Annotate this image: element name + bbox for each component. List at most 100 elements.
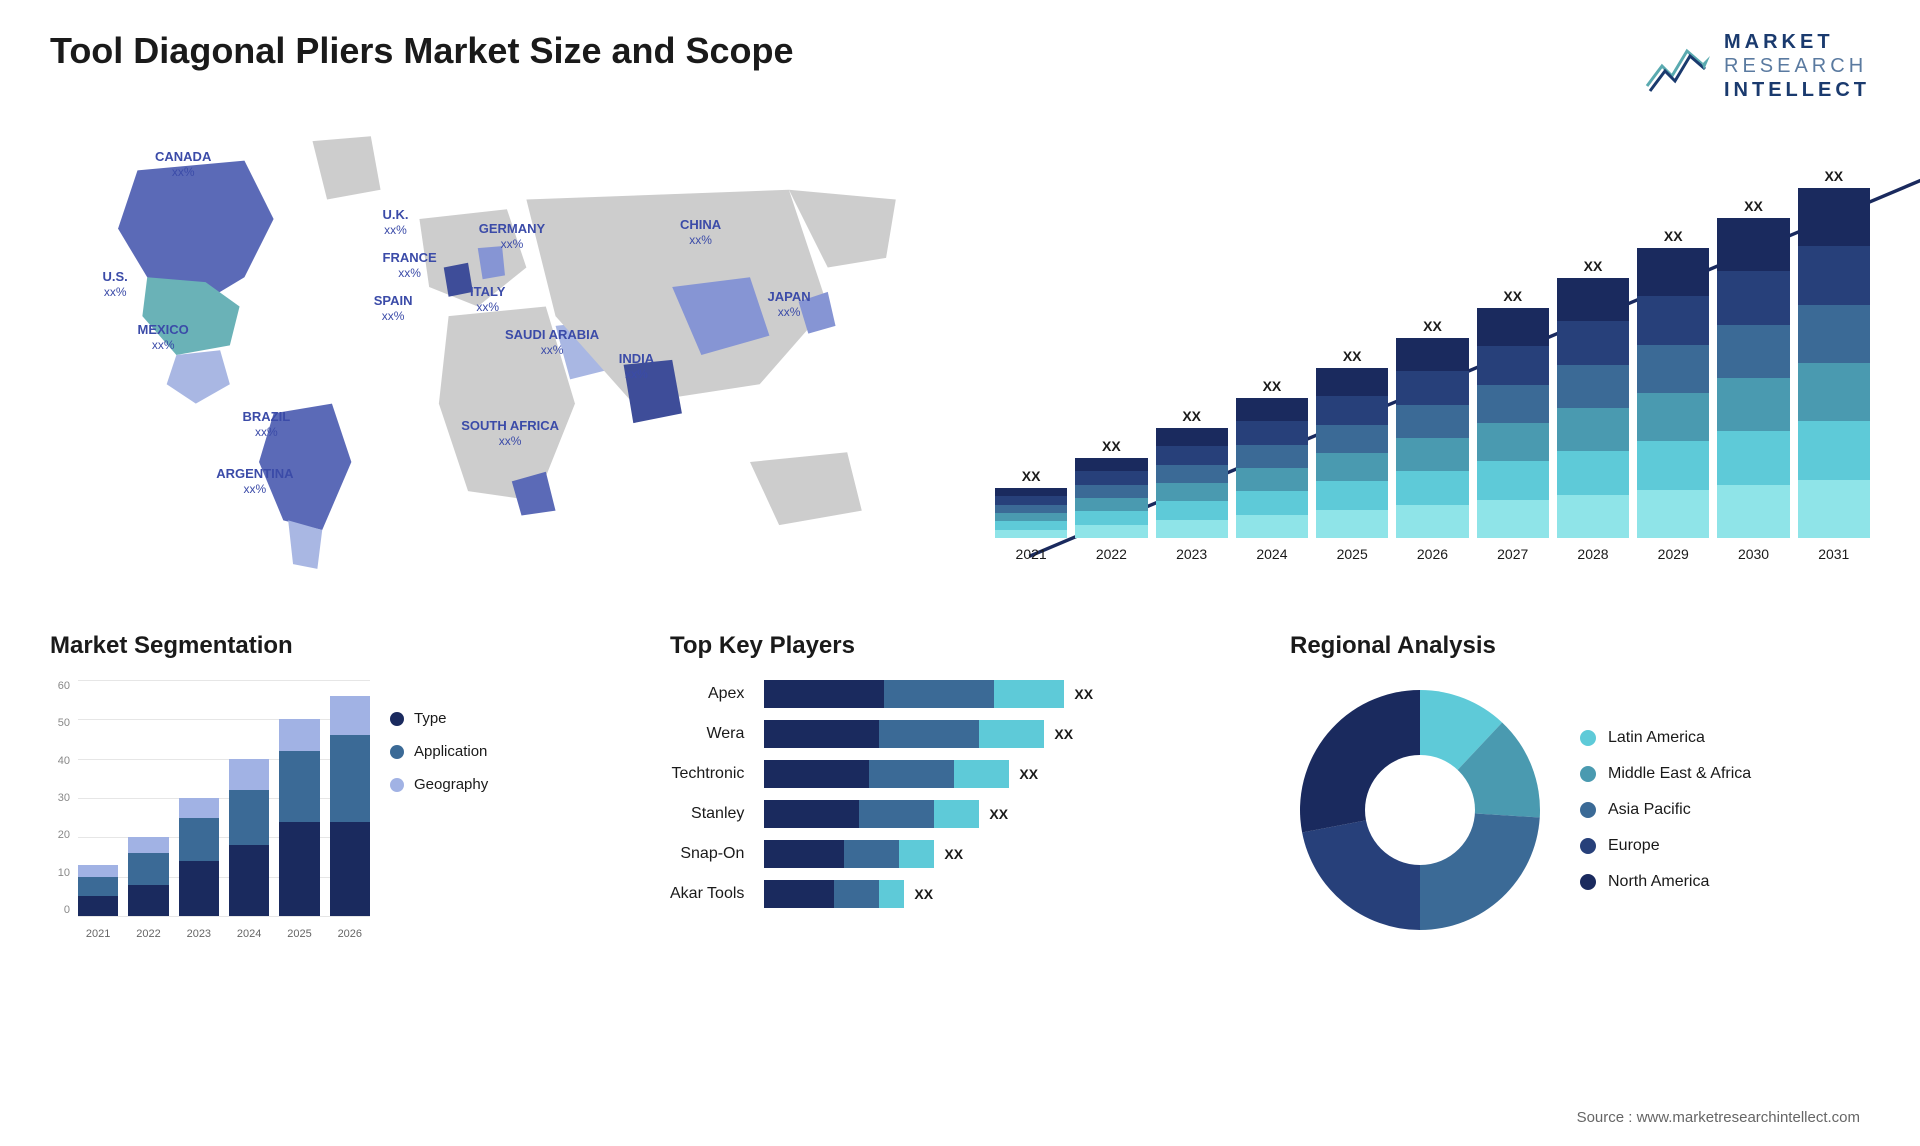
growth-year-label: 2027 bbox=[1497, 546, 1528, 562]
seg-bar bbox=[128, 837, 168, 916]
growth-bar: XX2026 bbox=[1396, 318, 1468, 562]
growth-value: XX bbox=[1022, 468, 1041, 484]
logo: MARKET RESEARCH INTELLECT bbox=[1642, 30, 1870, 102]
segmentation-chart: 6050403020100 202120222023202420252026 bbox=[50, 680, 370, 940]
growth-year-label: 2022 bbox=[1096, 546, 1127, 562]
growth-bar: XX 2024 bbox=[1236, 378, 1308, 562]
kp-label: Wera bbox=[670, 720, 744, 748]
map-label: SOUTH AFRICAxx% bbox=[461, 419, 559, 449]
growth-year-label: 2025 bbox=[1337, 546, 1368, 562]
logo-l2: RESEARCH bbox=[1724, 54, 1870, 78]
key-players-title: Top Key Players bbox=[670, 632, 1250, 660]
donut-legend-item: Europe bbox=[1580, 837, 1751, 855]
growth-value: XX bbox=[1343, 348, 1362, 364]
growth-year-label: 2021 bbox=[1016, 546, 1047, 562]
kp-value: XX bbox=[944, 846, 963, 862]
growth-year-label: 2024 bbox=[1256, 546, 1287, 562]
regional-legend: Latin America Middle East & Africa Asia Pa… bbox=[1580, 729, 1751, 891]
map-label: INDIAxx% bbox=[619, 352, 654, 382]
kp-label: Techtronic bbox=[670, 760, 744, 788]
growth-value: XX bbox=[1102, 438, 1121, 454]
map-label: U.K.xx% bbox=[383, 208, 409, 238]
growth-year-label: 2029 bbox=[1658, 546, 1689, 562]
kp-bar-row: XX bbox=[764, 720, 1250, 748]
map-label: CANADAxx% bbox=[155, 150, 211, 180]
growth-value: XX bbox=[1263, 378, 1282, 394]
growth-year-label: 2031 bbox=[1818, 546, 1849, 562]
map-label: ARGENTINAxx% bbox=[216, 467, 293, 497]
seg-legend-item: Geography bbox=[390, 776, 488, 793]
market-map: CANADAxx% U.S.xx% MEXICOxx% BRAZILxx% ARGENT… bbox=[50, 112, 925, 592]
seg-xlabel: 2023 bbox=[179, 928, 219, 940]
kp-value: XX bbox=[989, 806, 1008, 822]
map-label: FRANCExx% bbox=[383, 251, 437, 281]
seg-ytick: 40 bbox=[50, 755, 74, 767]
map-label: CHINAxx% bbox=[680, 218, 721, 248]
seg-ytick: 50 bbox=[50, 717, 74, 729]
seg-ytick: 30 bbox=[50, 792, 74, 804]
map-label: BRAZILxx% bbox=[243, 410, 291, 440]
seg-xlabel: 2021 bbox=[78, 928, 118, 940]
kp-bar-row: XX bbox=[764, 760, 1250, 788]
seg-bar bbox=[229, 759, 269, 916]
growth-year-label: 2023 bbox=[1176, 546, 1207, 562]
regional-panel: Regional Analysis Latin AmericaMiddle Ea… bbox=[1290, 632, 1870, 940]
seg-legend-item: Type bbox=[390, 710, 488, 727]
kp-value: XX bbox=[1074, 686, 1093, 702]
donut-legend-item: North America bbox=[1580, 873, 1751, 891]
growth-year-label: 2030 bbox=[1738, 546, 1769, 562]
kp-label: Snap-On bbox=[670, 840, 744, 868]
segmentation-legend: Type Application Geography bbox=[390, 680, 488, 940]
kp-bar-row: XX bbox=[764, 800, 1250, 828]
growth-value: XX bbox=[1824, 168, 1843, 184]
growth-bar: XX 2023 bbox=[1156, 408, 1228, 562]
page-title: Tool Diagonal Pliers Market Size and Sco… bbox=[50, 30, 794, 72]
growth-bar: XX 2021 bbox=[995, 468, 1067, 562]
seg-legend-item: Application bbox=[390, 743, 488, 760]
segmentation-panel: Market Segmentation 6050403020100 202120… bbox=[50, 632, 630, 940]
map-label: SAUDI ARABIAxx% bbox=[505, 328, 599, 358]
growth-value: XX bbox=[1503, 288, 1522, 304]
logo-l1: MARKET bbox=[1724, 30, 1870, 54]
segmentation-title: Market Segmentation bbox=[50, 632, 630, 660]
growth-bar: XX 2027 bbox=[1477, 288, 1549, 562]
seg-xlabel: 2026 bbox=[330, 928, 370, 940]
map-label: MEXICOxx% bbox=[138, 323, 189, 353]
key-players-labels: Apex Wera Techtronic Stanley Snap-On Akar Too… bbox=[670, 680, 744, 908]
kp-label: Stanley bbox=[670, 800, 744, 828]
kp-label: Apex bbox=[670, 680, 744, 708]
donut-legend-item: Middle East & Africa bbox=[1580, 765, 1751, 783]
seg-bar bbox=[179, 798, 219, 916]
regional-donut bbox=[1290, 680, 1550, 940]
map-label: U.S.xx% bbox=[103, 270, 128, 300]
logo-icon bbox=[1642, 36, 1712, 96]
kp-value: XX bbox=[914, 886, 933, 902]
seg-ytick: 10 bbox=[50, 867, 74, 879]
seg-xlabel: 2024 bbox=[229, 928, 269, 940]
seg-xlabel: 2022 bbox=[128, 928, 168, 940]
donut-legend-item: Latin America bbox=[1580, 729, 1751, 747]
growth-bar: XX 2022 bbox=[1075, 438, 1147, 562]
seg-xlabel: 2025 bbox=[279, 928, 319, 940]
growth-value: XX bbox=[1182, 408, 1201, 424]
growth-bar: XX 2029 bbox=[1637, 228, 1709, 562]
growth-bar: XX 2030 bbox=[1717, 198, 1789, 562]
donut-legend-item: Asia Pacific bbox=[1580, 801, 1751, 819]
map-label: GERMANYxx% bbox=[479, 222, 545, 252]
growth-value: XX bbox=[1744, 198, 1763, 214]
kp-bar-row: XX bbox=[764, 880, 1250, 908]
growth-bar: XX2028 bbox=[1557, 258, 1629, 562]
seg-bar bbox=[279, 719, 319, 916]
growth-year-label: 2028 bbox=[1577, 546, 1608, 562]
seg-ytick: 0 bbox=[50, 904, 74, 916]
kp-value: XX bbox=[1019, 766, 1038, 782]
source-text: Source : www.marketresearchintellect.com bbox=[1577, 1109, 1860, 1126]
growth-bar: XX 2031 bbox=[1798, 168, 1870, 562]
seg-ytick: 20 bbox=[50, 829, 74, 841]
growth-value: XX bbox=[1664, 228, 1683, 244]
growth-year-label: 2026 bbox=[1417, 546, 1448, 562]
kp-label: Akar Tools bbox=[670, 880, 744, 908]
key-players-panel: Top Key Players Apex Wera Techtronic Stanle… bbox=[670, 632, 1250, 940]
seg-bar bbox=[330, 696, 370, 916]
growth-chart: XX2021XX2022XX2023XX2024XX2025XX2026XX20… bbox=[965, 112, 1870, 592]
